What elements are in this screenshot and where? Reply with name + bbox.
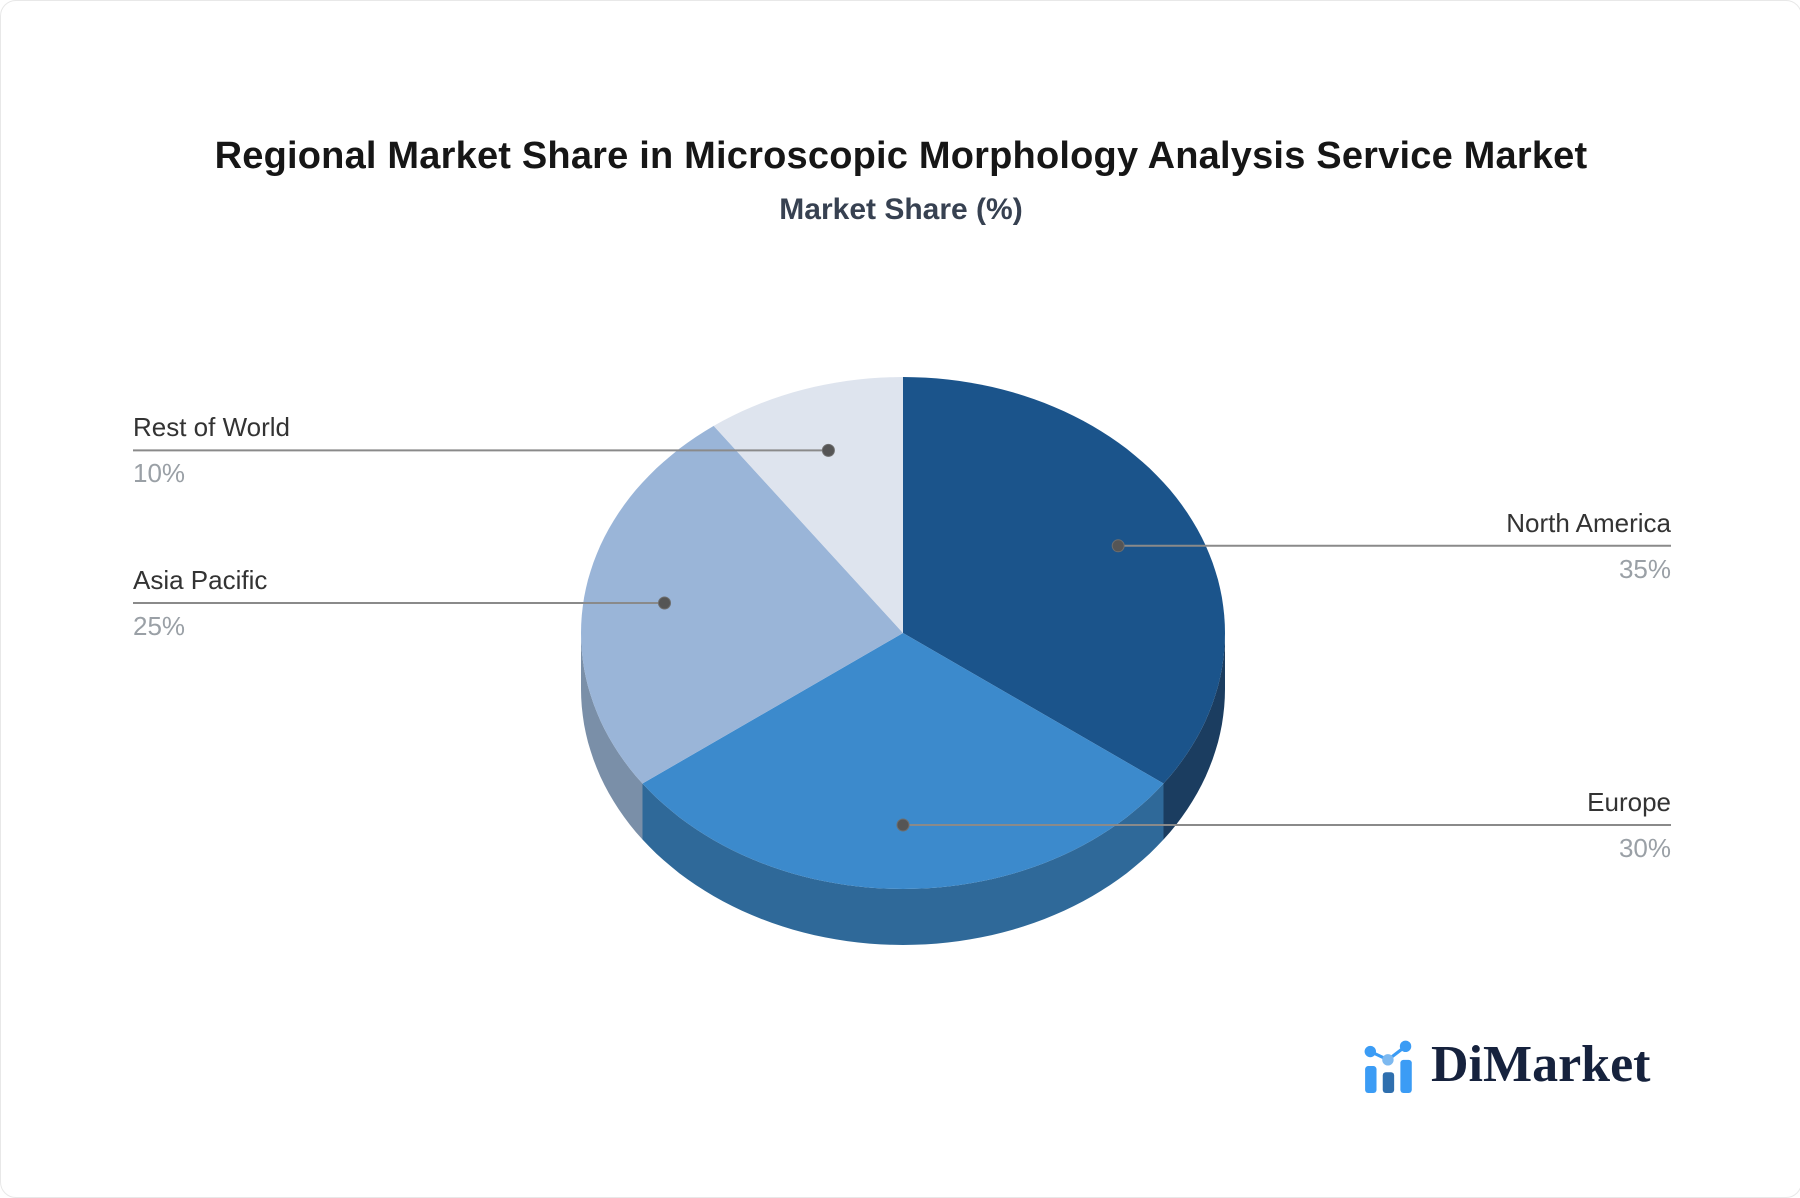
pie-slice-asia-pacific — [581, 425, 903, 784]
callout-europe: Europe 30% — [1587, 786, 1671, 863]
callout-label: North America — [1506, 507, 1671, 538]
leader-dot-asia-pacific — [658, 596, 671, 610]
callout-label: Europe — [1587, 787, 1671, 817]
callout-label: Asia Pacific — [133, 564, 268, 595]
callout-percent: 10% — [133, 458, 186, 489]
leader-dot-rest-of-world — [821, 443, 835, 457]
leader-dot-north-america — [1111, 539, 1125, 553]
callout-percent: 25% — [133, 610, 186, 641]
callout-rest-of-world: Rest of World 10% — [133, 411, 290, 488]
leader-dot-europe — [896, 818, 910, 832]
chart-title: Regional Market Share in Microscopic Mor… — [214, 135, 1588, 177]
pie-side-europe — [642, 783, 1164, 945]
pie-side-north-america — [1163, 633, 1225, 840]
logo-text: DiMarket — [1431, 1036, 1651, 1093]
pie-slice-north-america — [903, 377, 1225, 784]
pie-side-asia-pacific — [581, 633, 643, 840]
callout-percent: 30% — [1618, 833, 1671, 863]
callout-percent: 35% — [1618, 553, 1671, 584]
pie-slice-rest-of-world — [713, 377, 903, 633]
callout-asia-pacific: Asia Pacific 25% — [133, 564, 267, 641]
dimarket-logo: DiMarket — [1363, 1033, 1650, 1093]
chart-subtitle: Market Share (%) — [779, 193, 1023, 226]
logo-chart-icon — [1364, 1040, 1412, 1093]
callout-label: Rest of World — [133, 412, 291, 443]
callout-north-america: North America 35% — [1506, 507, 1671, 584]
